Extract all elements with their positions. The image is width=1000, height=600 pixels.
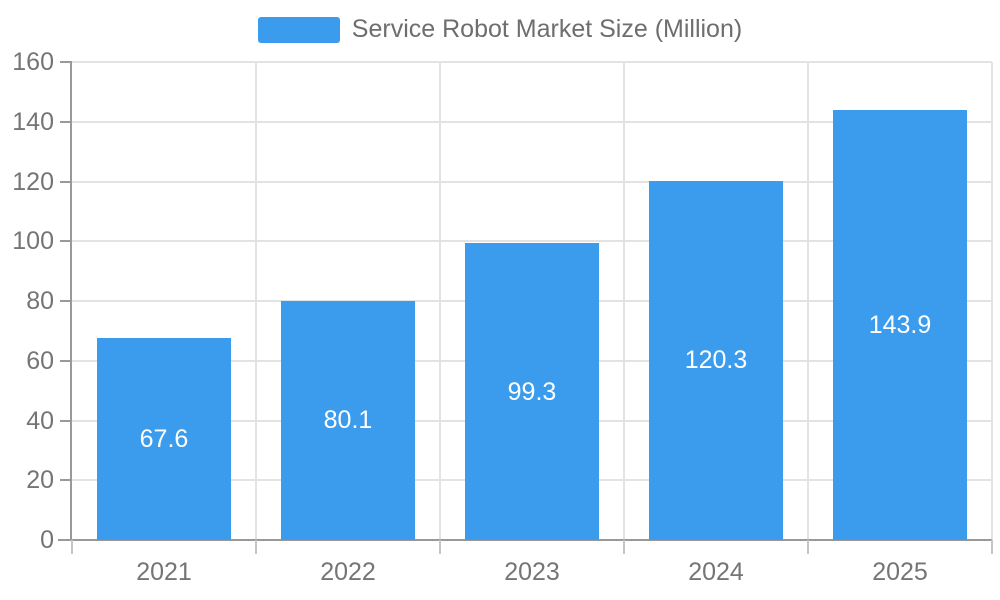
v-gridline <box>623 62 625 540</box>
x-axis-tick <box>439 540 441 554</box>
h-gridline <box>72 180 992 183</box>
bar[interactable] <box>97 338 231 540</box>
bar-value-label: 120.3 <box>684 346 748 375</box>
x-axis-line <box>58 539 992 541</box>
bar[interactable] <box>833 110 967 540</box>
v-gridline <box>255 62 257 540</box>
x-axis-label: 2023 <box>504 558 560 586</box>
v-gridline <box>807 62 809 540</box>
bar-value-label: 67.6 <box>139 425 189 454</box>
x-axis-tick <box>71 540 73 554</box>
y-axis-tick <box>60 300 72 302</box>
y-axis-label: 140 <box>12 107 54 136</box>
y-axis-label: 120 <box>12 167 54 196</box>
legend-swatch-icon <box>257 16 340 43</box>
y-axis-tick <box>60 120 72 123</box>
h-gridline <box>72 61 992 63</box>
y-axis-tick <box>60 61 72 63</box>
y-axis-label: 100 <box>12 227 54 256</box>
x-axis-label: 2024 <box>688 558 744 586</box>
y-axis-tick <box>60 539 72 541</box>
y-axis-tick <box>60 419 72 422</box>
bar[interactable] <box>281 300 415 540</box>
bar-value-label: 143.9 <box>868 311 932 340</box>
x-axis-tick <box>991 540 993 554</box>
y-axis-label: 40 <box>26 406 54 435</box>
x-axis-label: 2022 <box>320 558 376 586</box>
bar-value-label: 80.1 <box>323 406 373 435</box>
bar[interactable] <box>465 243 599 540</box>
y-axis-label: 80 <box>26 287 54 315</box>
v-gridline <box>991 62 993 540</box>
y-axis-label: 0 <box>40 526 54 554</box>
y-axis-label: 60 <box>26 346 54 375</box>
x-axis-label: 2021 <box>136 558 192 586</box>
bar-value-label: 99.3 <box>507 377 557 406</box>
y-axis-label: 20 <box>26 466 54 495</box>
y-axis-tick <box>60 479 72 482</box>
v-gridline <box>439 62 441 540</box>
y-axis-tick <box>60 359 72 362</box>
bar[interactable] <box>649 180 783 540</box>
y-axis-tick <box>60 240 72 243</box>
legend[interactable]: Service Robot Market Size (Million) <box>0 15 1000 44</box>
x-axis-tick <box>255 540 257 554</box>
legend-label: Service Robot Market Size (Million) <box>351 15 743 43</box>
x-axis-label: 2025 <box>872 558 928 586</box>
y-axis-label: 160 <box>12 48 54 76</box>
x-axis-tick <box>623 540 625 554</box>
h-gridline <box>72 240 992 243</box>
x-axis-tick <box>807 540 809 554</box>
h-gridline <box>72 120 992 123</box>
y-axis-tick <box>60 180 72 183</box>
